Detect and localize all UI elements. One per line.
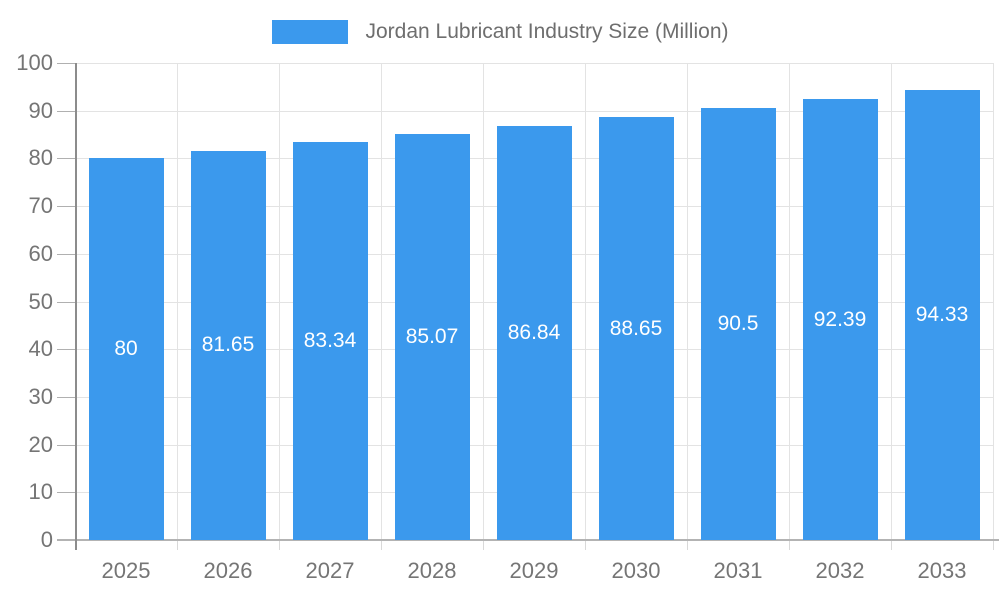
- bar-2025[interactable]: 80: [88, 158, 164, 540]
- x-axis-label: 2032: [815, 558, 865, 583]
- bar-2031[interactable]: 90.5: [700, 108, 776, 540]
- x-axis-label: 2033: [917, 558, 967, 583]
- x-gridline: [789, 63, 790, 540]
- x-axis-label: 2027: [305, 558, 355, 583]
- y-axis-tick: [57, 301, 75, 303]
- legend-label: Jordan Lubricant Industry Size (Million): [365, 20, 729, 43]
- x-axis-tick: [687, 540, 688, 550]
- bar-2032[interactable]: 92.39: [802, 99, 878, 540]
- x-axis-tick: [585, 540, 586, 550]
- x-axis-tick: [177, 540, 178, 550]
- y-axis-tick: [57, 349, 75, 351]
- x-gridline: [993, 63, 994, 540]
- y-axis-line: [75, 63, 77, 550]
- x-axis-label: 2029: [509, 558, 559, 583]
- x-gridline: [483, 63, 484, 540]
- bar-2026[interactable]: 81.65: [190, 150, 266, 540]
- bar-value-label: 86.84: [507, 320, 561, 344]
- x-axis-tick: [789, 540, 790, 550]
- y-axis-tick: [57, 396, 75, 398]
- bar-2028[interactable]: 85.07: [394, 134, 470, 540]
- bar-value-label: 94.33: [915, 303, 969, 327]
- y-axis-tick: [57, 444, 75, 446]
- x-gridline: [891, 63, 892, 540]
- y-axis-label: 60: [28, 240, 53, 266]
- y-axis-label: 80: [28, 145, 53, 171]
- y-axis-label: 30: [28, 383, 53, 409]
- y-axis-label: 0: [40, 527, 53, 552]
- x-axis-tick: [891, 540, 892, 550]
- bar-2030[interactable]: 88.65: [598, 117, 674, 540]
- y-axis-tick: [57, 158, 75, 160]
- x-axis-tick: [993, 540, 994, 550]
- bar-value-label: 90.5: [717, 312, 759, 336]
- bar-2029[interactable]: 86.84: [496, 125, 572, 540]
- y-axis-label: 100: [16, 50, 53, 75]
- y-axis-label: 90: [28, 97, 53, 123]
- bar-2027[interactable]: 83.34: [292, 142, 368, 540]
- bar-value-label: 80: [114, 337, 138, 361]
- y-axis-tick: [57, 492, 75, 494]
- y-gridline: [75, 110, 993, 112]
- x-axis-label: 2026: [203, 558, 253, 583]
- x-axis-tick: [483, 540, 484, 550]
- legend[interactable]: Jordan Lubricant Industry Size (Million): [0, 18, 1000, 46]
- x-axis-label: 2031: [713, 558, 763, 583]
- y-axis-tick: [57, 110, 75, 112]
- bar-2033[interactable]: 94.33: [904, 90, 980, 540]
- x-gridline: [381, 63, 382, 540]
- y-axis-label: 50: [28, 288, 53, 314]
- bar-value-label: 85.07: [405, 325, 459, 349]
- legend-swatch[interactable]: [271, 20, 348, 44]
- y-axis-tick: [57, 253, 75, 255]
- y-axis-label: 70: [28, 193, 53, 219]
- y-axis-label: 40: [28, 336, 53, 362]
- x-axis-tick: [279, 540, 280, 550]
- bar-value-label: 88.65: [609, 316, 663, 340]
- x-gridline: [687, 63, 688, 540]
- y-gridline: [75, 63, 993, 64]
- x-axis-label: 2030: [611, 558, 661, 583]
- x-axis-label: 2028: [407, 558, 457, 583]
- bar-value-label: 81.65: [201, 333, 255, 357]
- x-gridline: [279, 63, 280, 540]
- y-axis-label: 20: [28, 431, 53, 457]
- x-axis-line: [57, 539, 999, 541]
- x-gridline: [177, 63, 178, 540]
- x-gridline: [585, 63, 586, 540]
- bar-value-label: 92.39: [813, 307, 867, 331]
- plot-area: 0 10 20 30 40 50 60 70 80 90 100 80 81.65 83.34 85.07 8…: [16, 50, 999, 583]
- y-axis-label: 10: [28, 479, 53, 505]
- y-axis-tick: [57, 63, 75, 64]
- x-axis-tick: [75, 540, 76, 550]
- x-axis-label: 2025: [101, 558, 151, 583]
- y-axis-tick: [57, 206, 75, 208]
- x-axis-tick: [381, 540, 382, 550]
- bar-value-label: 83.34: [303, 329, 357, 353]
